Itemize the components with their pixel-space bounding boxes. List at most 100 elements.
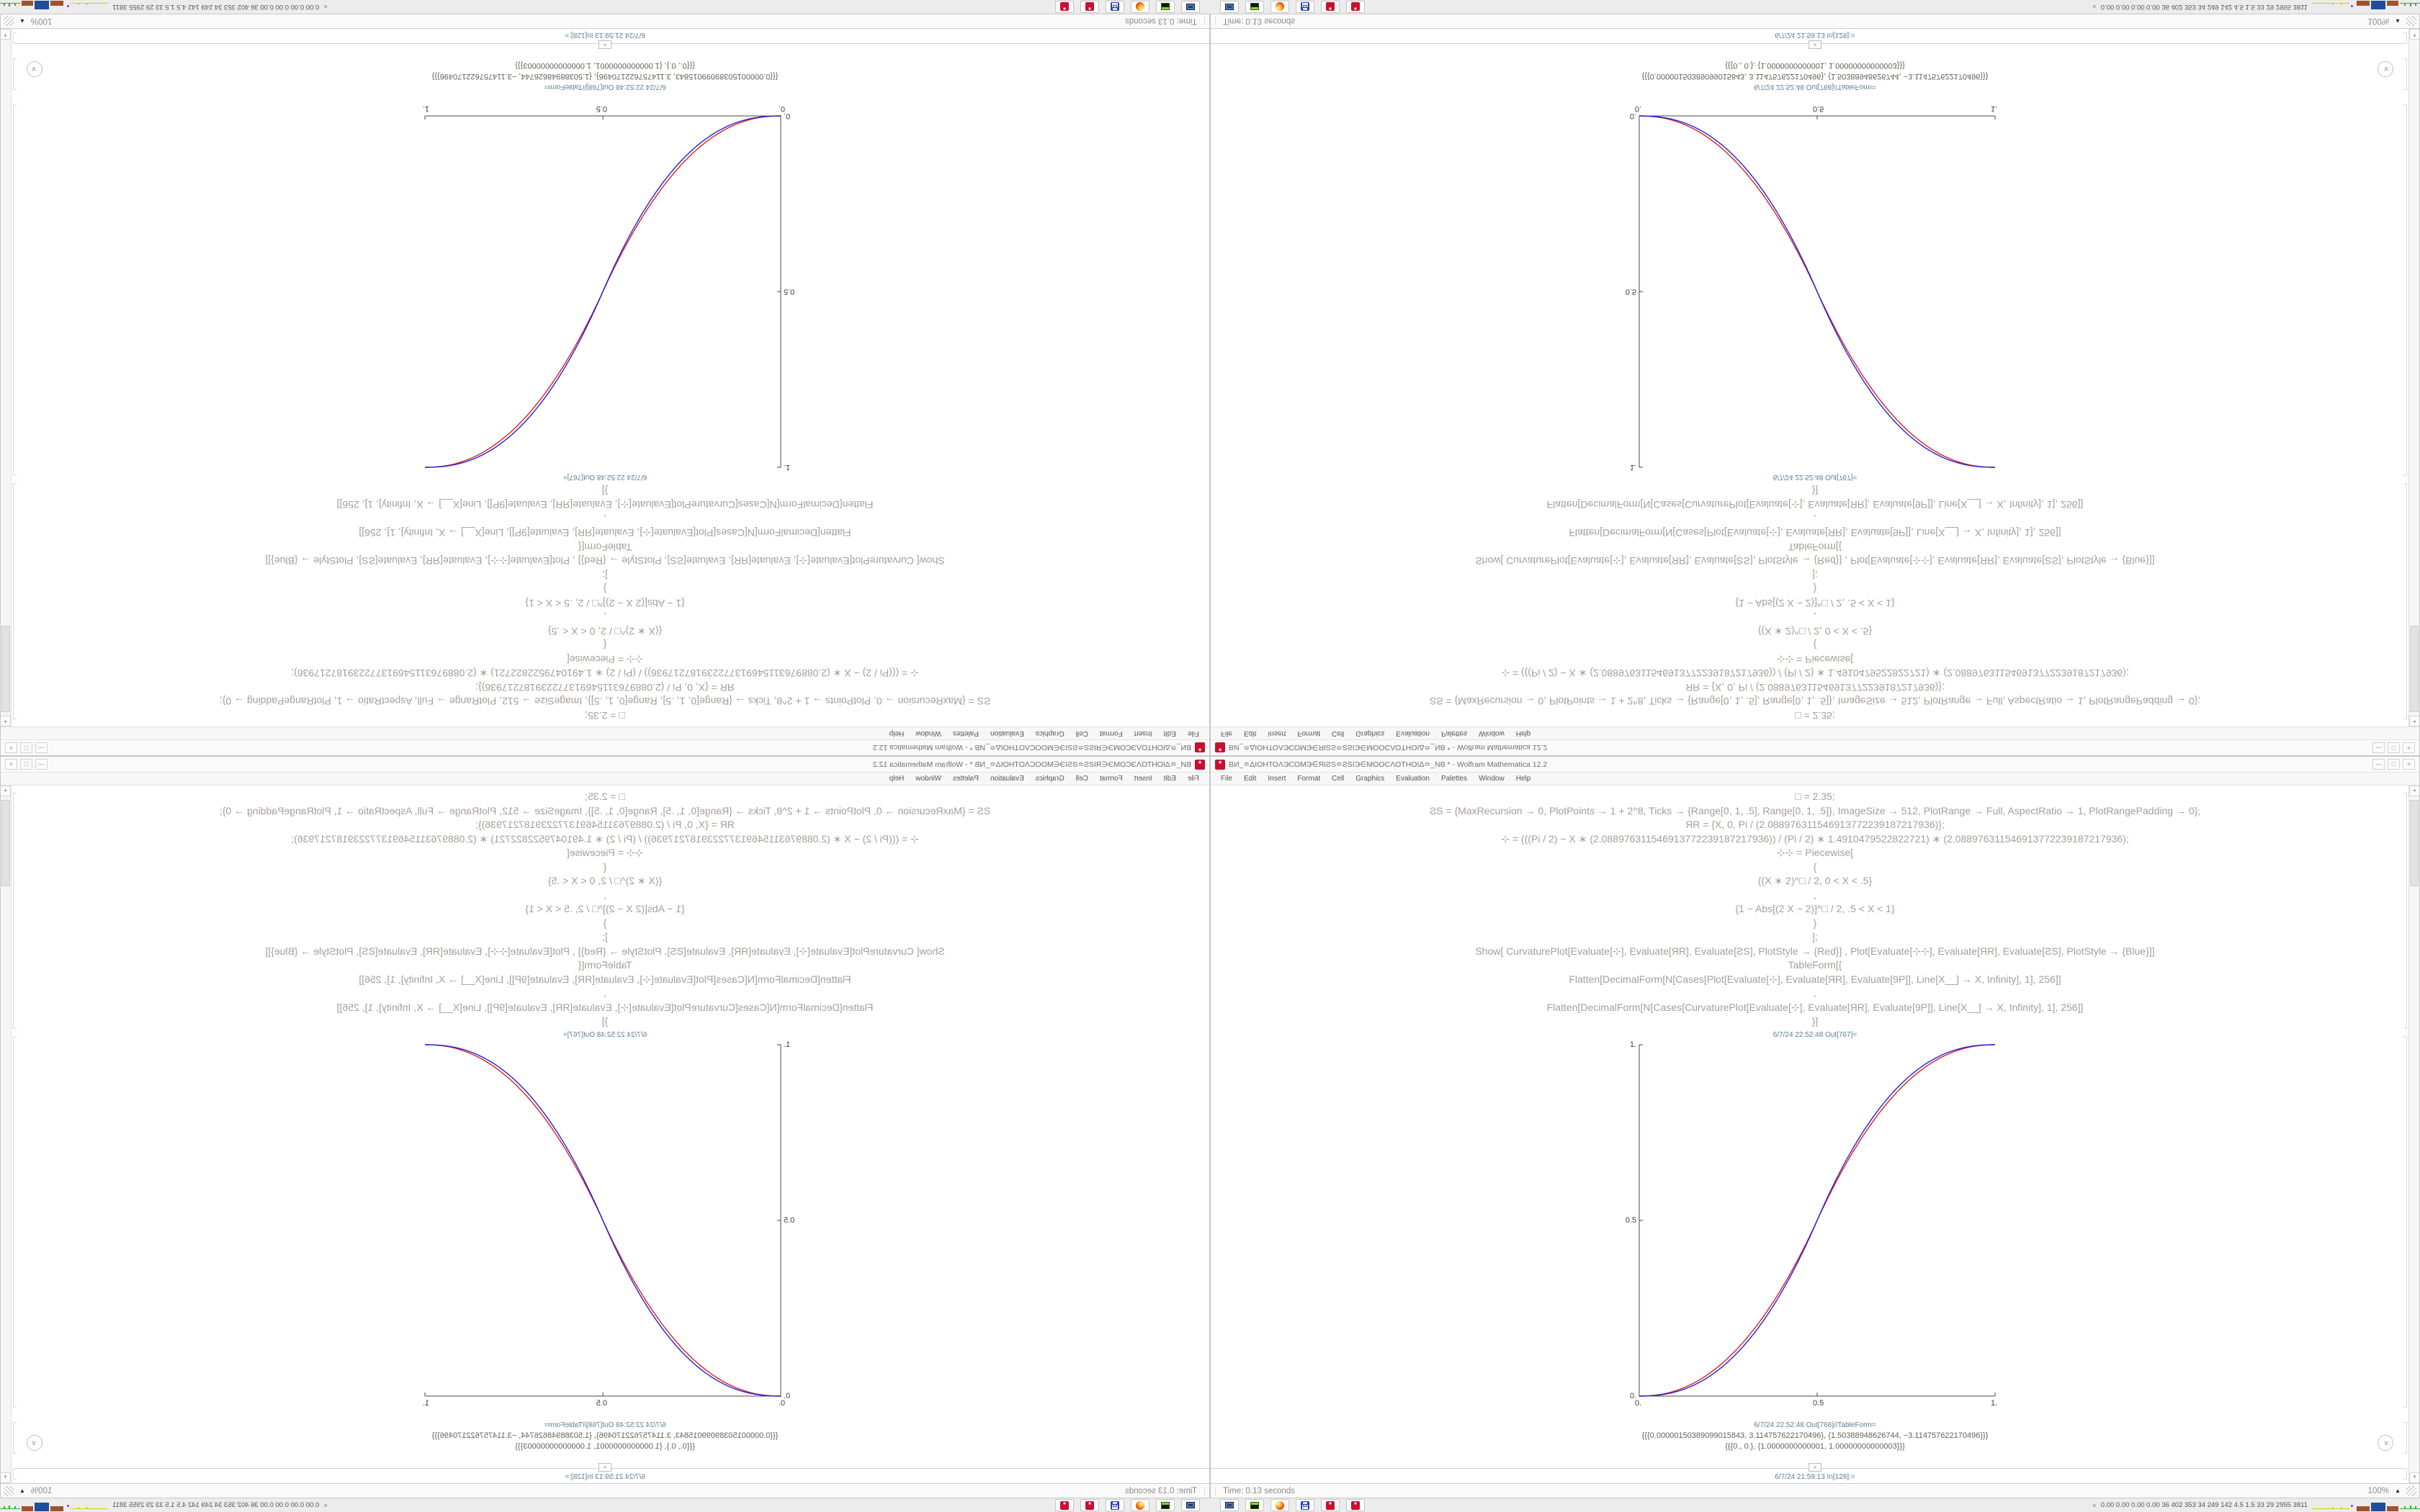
- menu-help[interactable]: Help: [1515, 775, 1531, 783]
- menu-insert[interactable]: Insert: [1134, 775, 1152, 783]
- zoom-level[interactable]: 100%: [30, 1486, 53, 1495]
- menu-format[interactable]: Format: [1297, 775, 1321, 783]
- taskbar-button-firefox-browser[interactable]: [1270, 1, 1289, 13]
- minimize-button[interactable]: —: [2372, 759, 2385, 770]
- close-button[interactable]: ×: [5, 759, 17, 770]
- code-cell[interactable]: □ = 2.35; ƧS = {MaxRecursion → 0, PlotPoi…: [1211, 790, 2419, 1029]
- maximize-button[interactable]: □: [20, 742, 32, 753]
- menu-palettes[interactable]: Palettes: [1441, 775, 1468, 783]
- scroll-up-icon[interactable]: ▲: [1, 786, 11, 796]
- cell-bracket-plot[interactable]: [13, 1036, 17, 1408]
- jump-to-end-button[interactable]: «: [27, 1435, 42, 1451]
- menu-cell[interactable]: Cell: [1075, 775, 1088, 783]
- menu-graphics[interactable]: Graphics: [1355, 729, 1385, 737]
- cell-bracket-plot[interactable]: [2403, 1036, 2407, 1408]
- cell-bracket-input[interactable]: [2403, 483, 2407, 719]
- insert-cell-button[interactable]: +: [599, 40, 611, 50]
- scroll-down-icon[interactable]: ▼: [2409, 29, 2419, 40]
- menu-format[interactable]: Format: [1297, 729, 1321, 737]
- zoom-popup-icon[interactable]: ▲: [2395, 1488, 2401, 1494]
- menu-insert[interactable]: Insert: [1134, 729, 1152, 737]
- menu-format[interactable]: Format: [1099, 729, 1123, 737]
- menu-help[interactable]: Help: [1515, 729, 1531, 737]
- taskbar-button-win64-emulator[interactable]: 64: [1296, 1, 1314, 13]
- insert-cell-button[interactable]: +: [599, 1462, 611, 1472]
- scroll-up-icon[interactable]: ▲: [2409, 786, 2419, 796]
- cell-bracket-input[interactable]: [13, 793, 17, 1029]
- scrollbar-thumb[interactable]: [2410, 626, 2419, 712]
- cell-bracket-input[interactable]: [13, 483, 17, 719]
- scrollbar-thumb[interactable]: [1, 626, 10, 712]
- jump-to-end-button[interactable]: «: [27, 61, 42, 77]
- scroll-down-icon[interactable]: ▼: [1, 29, 11, 40]
- resize-grip[interactable]: [2406, 16, 2416, 27]
- menu-evaluation[interactable]: Evaluation: [1396, 775, 1430, 783]
- taskbar-button-win64-emulator[interactable]: 64: [1106, 1499, 1124, 1511]
- taskbar-button-firefox-browser[interactable]: [1131, 1, 1150, 13]
- cell-bracket-input[interactable]: [2403, 793, 2407, 1029]
- taskbar-button-mathematica-1[interactable]: *: [1080, 1, 1099, 13]
- menu-file[interactable]: File: [1187, 729, 1199, 737]
- menu-palettes[interactable]: Palettes: [1441, 729, 1468, 737]
- title-bar[interactable]: * ВИ_≏ΔІОНТОΛЭСОМЭ∈ЯІƧЅ≏ƧЅІЭ∈МООСΛОТНОІΔ…: [1211, 757, 2419, 773]
- scrollbar-thumb[interactable]: [2410, 800, 2419, 886]
- menu-palettes[interactable]: Palettes: [952, 729, 979, 737]
- scroll-down-icon[interactable]: ▼: [2409, 1472, 2419, 1483]
- maximize-button[interactable]: □: [2388, 742, 2400, 753]
- menu-edit[interactable]: Edit: [1244, 775, 1257, 783]
- resize-grip[interactable]: [4, 16, 14, 27]
- menu-cell[interactable]: Cell: [1332, 775, 1345, 783]
- code-cell[interactable]: □ = 2.35; ƧS = {MaxRecursion → 0, PlotPoi…: [1211, 484, 2419, 723]
- cell-bracket-table[interactable]: [13, 1422, 17, 1454]
- insert-cell-button[interactable]: +: [1809, 1462, 1821, 1472]
- taskbar-button-mathematica-2[interactable]: *: [1055, 1, 1074, 13]
- vertical-scrollbar[interactable]: ▲ ▼: [2408, 786, 2419, 1483]
- cell-bracket-next[interactable]: [2403, 1468, 2407, 1480]
- scroll-up-icon[interactable]: ▲: [2409, 716, 2419, 726]
- menu-evaluation[interactable]: Evaluation: [1396, 729, 1430, 737]
- menu-insert[interactable]: Insert: [1268, 729, 1286, 737]
- taskbar-button-win64-emulator[interactable]: 64: [1296, 1499, 1314, 1511]
- menu-window[interactable]: Window: [915, 729, 941, 737]
- taskbar-button-firefox-browser[interactable]: [1131, 1499, 1150, 1511]
- taskbar-button-win64-emulator[interactable]: 64: [1106, 1, 1124, 13]
- zoom-popup-icon[interactable]: ▲: [2395, 18, 2401, 24]
- title-bar[interactable]: * ВИ_≏ΔІОНТОΛЭСОМЭ∈ЯІƧЅ≏ƧЅІЭ∈МООСΛОТНОІΔ…: [1, 739, 1209, 755]
- cell-bracket-plot[interactable]: [2403, 104, 2407, 476]
- scrollbar-thumb[interactable]: [1, 800, 10, 886]
- code-cell[interactable]: □ = 2.35; ƧS = {MaxRecursion → 0, PlotPoi…: [1, 484, 1209, 723]
- title-bar[interactable]: * ВИ_≏ΔІОНТОΛЭСОМЭ∈ЯІƧЅ≏ƧЅІЭ∈МООСΛОТНОІΔ…: [1, 757, 1209, 773]
- menu-help[interactable]: Help: [889, 775, 905, 783]
- menu-edit[interactable]: Edit: [1244, 729, 1257, 737]
- resize-grip[interactable]: [2406, 1485, 2416, 1496]
- cell-bracket-next[interactable]: [13, 1468, 17, 1480]
- taskbar-button-package-manager[interactable]: [1156, 1499, 1175, 1511]
- taskbar-button-mathematica-2[interactable]: *: [1346, 1499, 1365, 1511]
- close-button[interactable]: ×: [2403, 759, 2415, 770]
- minimize-button[interactable]: —: [35, 742, 48, 753]
- menu-evaluation[interactable]: Evaluation: [990, 729, 1024, 737]
- menu-window[interactable]: Window: [915, 775, 941, 783]
- tray-chevron-icon[interactable]: «: [321, 4, 329, 9]
- menu-graphics[interactable]: Graphics: [1355, 775, 1385, 783]
- taskbar-button-system-monitor[interactable]: [1220, 1, 1239, 13]
- close-button[interactable]: ×: [5, 742, 17, 753]
- tray-chevron-icon[interactable]: «: [321, 1503, 329, 1508]
- taskbar-button-firefox-browser[interactable]: [1270, 1499, 1289, 1511]
- zoom-popup-icon[interactable]: ▲: [19, 1488, 25, 1494]
- scroll-down-icon[interactable]: ▼: [1, 1472, 11, 1483]
- code-cell[interactable]: □ = 2.35; ƧS = {MaxRecursion → 0, PlotPoi…: [1, 790, 1209, 1029]
- menu-insert[interactable]: Insert: [1268, 775, 1286, 783]
- taskbar-button-package-manager[interactable]: [1245, 1499, 1264, 1511]
- menu-window[interactable]: Window: [1479, 729, 1505, 737]
- minimize-button[interactable]: —: [2372, 742, 2385, 753]
- menu-graphics[interactable]: Graphics: [1035, 729, 1065, 737]
- menu-edit[interactable]: Edit: [1163, 775, 1176, 783]
- tray-chevron-icon[interactable]: «: [2091, 1503, 2099, 1508]
- menu-help[interactable]: Help: [889, 729, 905, 737]
- menu-format[interactable]: Format: [1099, 775, 1123, 783]
- cell-bracket-table[interactable]: [2403, 1422, 2407, 1454]
- taskbar-button-package-manager[interactable]: [1245, 1, 1264, 13]
- taskbar-button-system-monitor[interactable]: [1220, 1499, 1239, 1511]
- close-button[interactable]: ×: [2403, 742, 2415, 753]
